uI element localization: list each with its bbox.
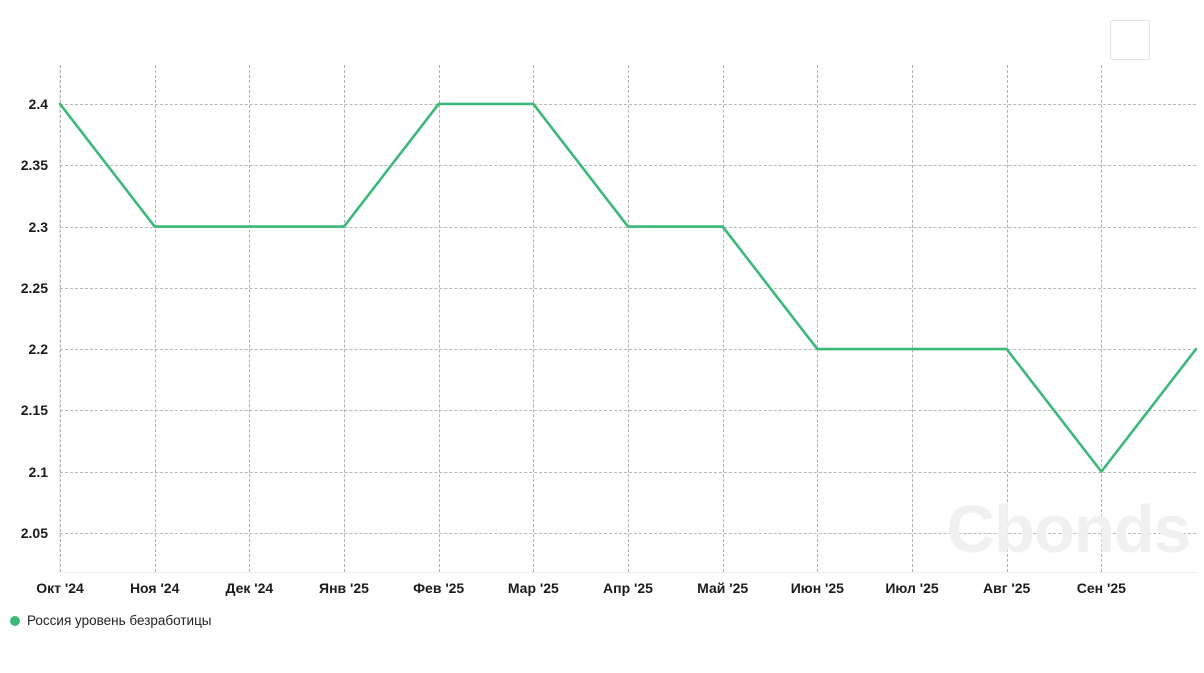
gridline-vertical <box>533 65 535 572</box>
series-line[interactable] <box>58 102 1198 473</box>
x-axis-tick-label: Мар '25 <box>507 580 559 596</box>
series-line-layer <box>58 102 1198 473</box>
gridline-vertical <box>628 65 629 572</box>
y-axis-tick-label: 2.1 <box>28 463 48 480</box>
gridline-vertical <box>154 65 156 572</box>
gridline-vertical <box>722 65 724 572</box>
chart-menu-button[interactable] <box>1110 20 1150 60</box>
x-axis-tick-label: Окт '24 <box>36 580 84 596</box>
y-axis-tick-label: 2.4 <box>28 95 48 112</box>
cbonds-watermark: Cbonds <box>946 492 1191 567</box>
y-axis-line <box>59 65 60 572</box>
y-axis-tick-label: 2.15 <box>20 402 48 419</box>
y-axis-tick-label: 2.25 <box>20 279 48 296</box>
y-axis-tick-label: 2.3 <box>28 218 48 235</box>
x-axis-tick-label: Май '25 <box>697 580 749 596</box>
x-axis-tick-label: Июн '25 <box>790 580 844 596</box>
y-axis-tick-label: 2.2 <box>28 341 48 358</box>
legend-item-label[interactable]: Россия уровень безработицы <box>27 613 212 628</box>
x-axis-tick-label: Дек '24 <box>225 580 274 596</box>
gridline-vertical <box>60 65 61 572</box>
legend-color-dot <box>10 615 20 626</box>
y-axis-tick-label: 2.35 <box>20 157 48 174</box>
x-axis-tick-label: Июл '25 <box>885 580 939 596</box>
x-axis-tick-label: Апр '25 <box>603 580 653 596</box>
gridline-vertical <box>912 65 913 572</box>
y-axis-tick-label: 2.05 <box>20 524 48 541</box>
x-axis-tick-label: Ноя '24 <box>129 580 180 596</box>
x-axis-tick-label: Сен '25 <box>1076 580 1126 596</box>
gridline-vertical <box>817 65 819 572</box>
x-axis-tick-label: Авг '25 <box>982 580 1031 596</box>
gridline-vertical <box>1101 65 1103 572</box>
gridline-vertical <box>344 65 345 572</box>
x-axis-line <box>59 572 1196 573</box>
gridline-vertical <box>438 65 440 572</box>
gridline-vertical <box>249 65 251 572</box>
chart-legend: Россия уровень безработицы <box>10 614 212 628</box>
x-axis-tick-label: Фев '25 <box>413 580 465 596</box>
plot-area: 2.4 2.35 2.3 2.25 2.2 2.15 2.1 2.05 Окт '24 Ноя … <box>21 65 1198 595</box>
gridline-vertical <box>1006 65 1008 572</box>
x-axis-tick-label: Янв '25 <box>319 580 369 596</box>
